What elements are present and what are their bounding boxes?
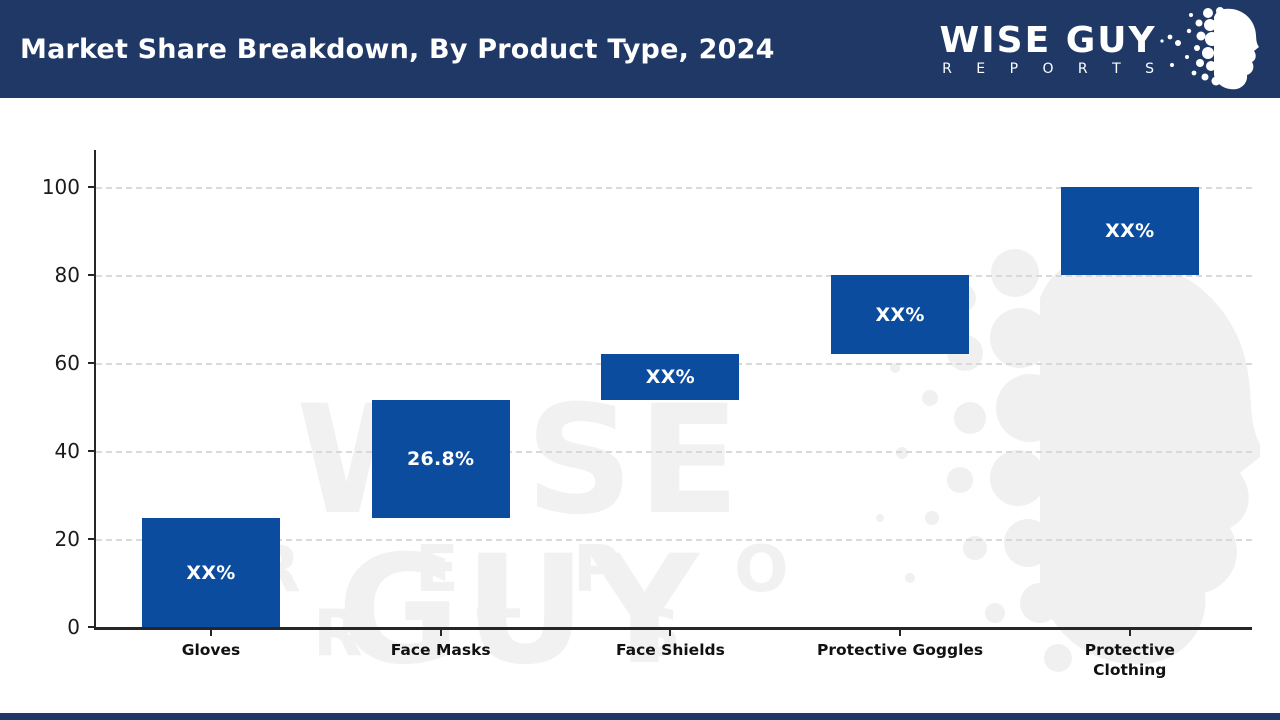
x-axis-spine — [94, 627, 1252, 630]
bar-protective-goggles: XX% — [831, 275, 970, 355]
gridline-80 — [96, 275, 1252, 277]
page-title: Market Share Breakdown, By Product Type,… — [20, 33, 775, 65]
bar-value-label: XX% — [186, 561, 236, 584]
waterfall-chart: WISE GUY R E P O R T S 0 20 40 60 80 100 Glove… — [0, 98, 1280, 713]
bars-layer: XX% 26.8% XX% XX% XX% — [0, 98, 1280, 713]
y-tick-label-60: 60 — [54, 351, 80, 375]
logo-line1: WISE GUY — [939, 19, 1157, 61]
y-tick-label-80: 80 — [54, 263, 80, 287]
bar-value-label: 26.8% — [406, 448, 475, 471]
x-tick-mark-1 — [439, 630, 442, 636]
y-tick-label-0: 0 — [67, 615, 80, 639]
y-tick-mark-60 — [88, 362, 96, 364]
bar-protective-clothing: XX% — [1060, 187, 1199, 275]
y-tick-mark-40 — [88, 450, 96, 452]
x-tick-mark-3 — [899, 630, 902, 636]
bar-value-label: XX% — [645, 366, 696, 389]
gridline-100 — [96, 187, 1252, 189]
gridline-40 — [96, 451, 1252, 453]
y-tick-label-100: 100 — [41, 175, 80, 199]
x-tick-mark-2 — [669, 630, 672, 636]
wise-guy-logo: WISE GUY R E P O R T S — [932, 3, 1266, 95]
y-tick-mark-0 — [88, 626, 96, 628]
gridline-20 — [96, 539, 1252, 541]
y-tick-label-20: 20 — [54, 527, 80, 551]
x-category-label-2: Face Shields — [615, 641, 725, 659]
x-category-label-3: Protective Goggles — [817, 641, 984, 659]
bar-value-label: XX% — [875, 303, 925, 326]
header-bar: Market Share Breakdown, By Product Type,… — [0, 0, 1280, 98]
footer-bar — [0, 713, 1280, 720]
bar-value-label: XX% — [1105, 220, 1155, 242]
x-category-label-1: Face Masks — [390, 641, 491, 659]
logo-wordmark: WISE GUY R E P O R T S — [932, 19, 1164, 77]
x-tick-mark-0 — [210, 630, 212, 636]
bar-face-masks: 26.8% — [371, 400, 510, 519]
bar-face-shields: XX% — [601, 354, 740, 401]
y-axis-spine — [94, 150, 96, 629]
y-tick-label-40: 40 — [54, 439, 80, 463]
logo-face-icon — [1160, 7, 1259, 90]
bar-gloves: XX% — [142, 518, 280, 627]
logo-line2: R E P O R T S — [942, 60, 1164, 77]
y-tick-mark-20 — [88, 538, 96, 540]
y-tick-mark-80 — [88, 274, 96, 276]
y-tick-mark-100 — [88, 186, 96, 188]
x-category-label-0: Gloves — [181, 641, 241, 659]
